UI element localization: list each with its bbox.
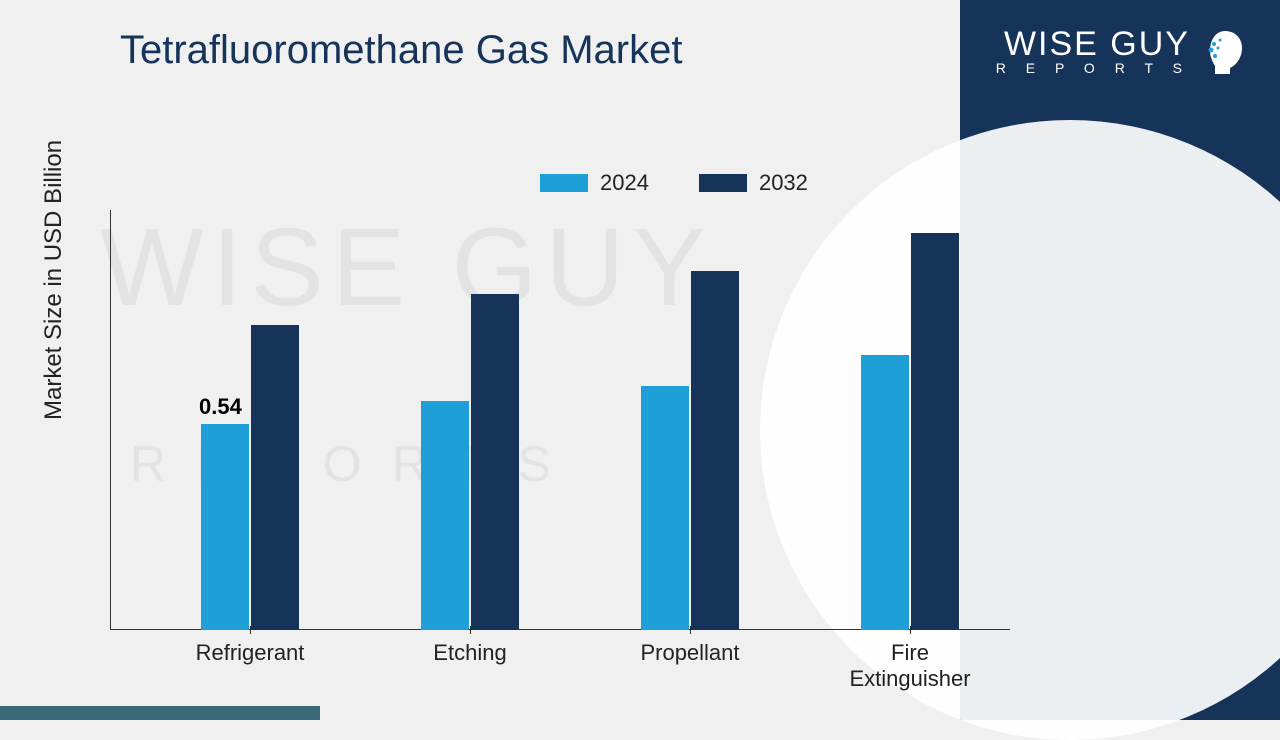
chart-plot: [110, 210, 1010, 630]
legend-swatch-2032: [699, 174, 747, 192]
x-tick: [470, 626, 471, 634]
legend-swatch-2024: [540, 174, 588, 192]
x-tick: [910, 626, 911, 634]
bar-2032: [471, 294, 519, 630]
bar-group: [610, 271, 770, 630]
brand-logo: WISE GUY R E P O R T S: [996, 25, 1250, 76]
bar-2024: [641, 386, 689, 630]
y-axis-label: Market Size in USD Billion: [40, 140, 68, 420]
head-icon: [1200, 26, 1250, 76]
bar-group: [830, 233, 990, 630]
category-label: FireExtinguisher: [820, 640, 1000, 693]
bar-2032: [691, 271, 739, 630]
legend-item-2032: 2032: [699, 170, 808, 196]
brand-subtitle: R E P O R T S: [996, 60, 1190, 76]
category-label: Etching: [380, 640, 560, 666]
legend-label-2032: 2032: [759, 170, 808, 196]
y-axis: [110, 210, 111, 630]
chart-title: Tetrafluoromethane Gas Market: [120, 28, 682, 73]
bar-2024: [861, 355, 909, 630]
category-label: Propellant: [600, 640, 780, 666]
bar-2024: [201, 424, 249, 630]
legend-label-2024: 2024: [600, 170, 649, 196]
bar-group: [390, 294, 550, 630]
bar-2032: [911, 233, 959, 630]
x-tick: [690, 626, 691, 634]
bottom-accent: [0, 706, 320, 720]
value-label: 0.54: [199, 394, 242, 420]
legend-item-2024: 2024: [540, 170, 649, 196]
legend: 2024 2032: [540, 170, 808, 196]
bar-2032: [251, 325, 299, 630]
bar-2024: [421, 401, 469, 630]
bar-group: [170, 325, 330, 630]
x-tick: [250, 626, 251, 634]
category-label: Refrigerant: [160, 640, 340, 666]
brand-name: WISE GUY: [996, 25, 1190, 64]
